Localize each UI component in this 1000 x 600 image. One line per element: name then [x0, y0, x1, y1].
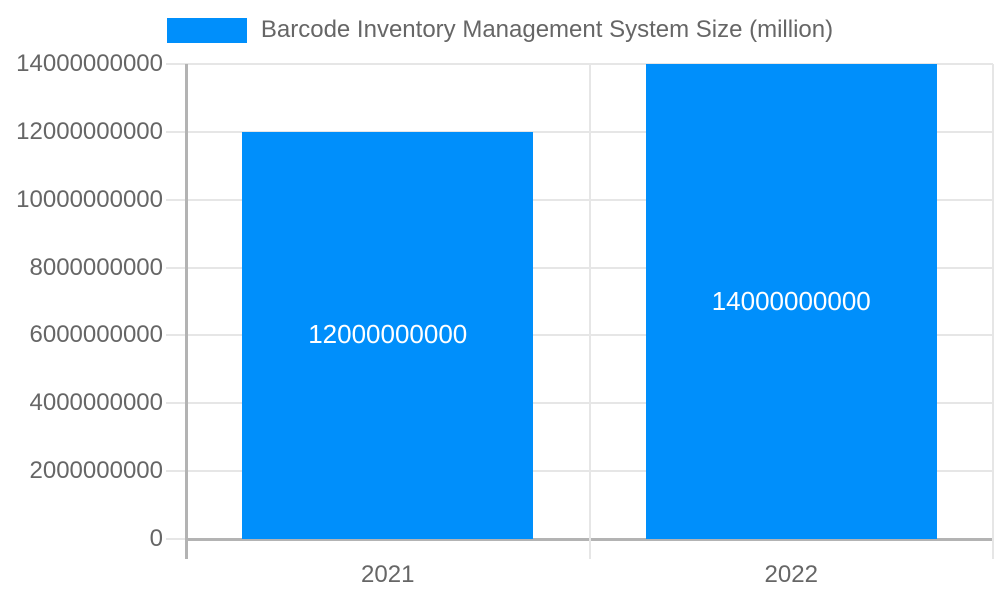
- y-tick-6000000000: [166, 334, 186, 337]
- y-tick-label-10000000000: 10000000000: [16, 185, 163, 213]
- y-tick-label-14000000000: 14000000000: [16, 50, 163, 77]
- legend[interactable]: Barcode Inventory Management System Size…: [0, 16, 1000, 44]
- y-tick-10000000000: [166, 198, 186, 201]
- bar-value-label-2022: 14000000000: [711, 285, 871, 316]
- legend-label[interactable]: Barcode Inventory Management System Size…: [260, 16, 834, 43]
- y-tick-2000000000: [166, 470, 186, 473]
- bar-2022[interactable]: [645, 64, 937, 539]
- x-gridline-0: [184, 64, 188, 559]
- y-tick-label-12000000000: 12000000000: [16, 117, 163, 145]
- y-tick-label-2000000000: 2000000000: [29, 457, 163, 485]
- x-tick-label-2022: 2022: [764, 561, 818, 588]
- y-tick-0: [166, 538, 186, 540]
- y-tick-14000000000: [166, 63, 186, 65]
- bar-value-label-2021: 12000000000: [308, 319, 468, 350]
- bar-2021[interactable]: [242, 131, 533, 539]
- legend-swatch[interactable]: [166, 17, 247, 43]
- y-tick-4000000000: [166, 402, 186, 405]
- x-tick-label-2021: 2021: [361, 561, 415, 588]
- x-gridline-1: [588, 64, 591, 559]
- y-tick-label-0: 0: [149, 525, 163, 552]
- y-tick-label-6000000000: 6000000000: [29, 321, 163, 349]
- y-tick-8000000000: [166, 266, 186, 269]
- x-gridline-2: [992, 64, 994, 559]
- y-tick-12000000000: [166, 130, 186, 133]
- y-tick-label-4000000000: 4000000000: [29, 389, 163, 417]
- y-tick-label-8000000000: 8000000000: [29, 253, 163, 281]
